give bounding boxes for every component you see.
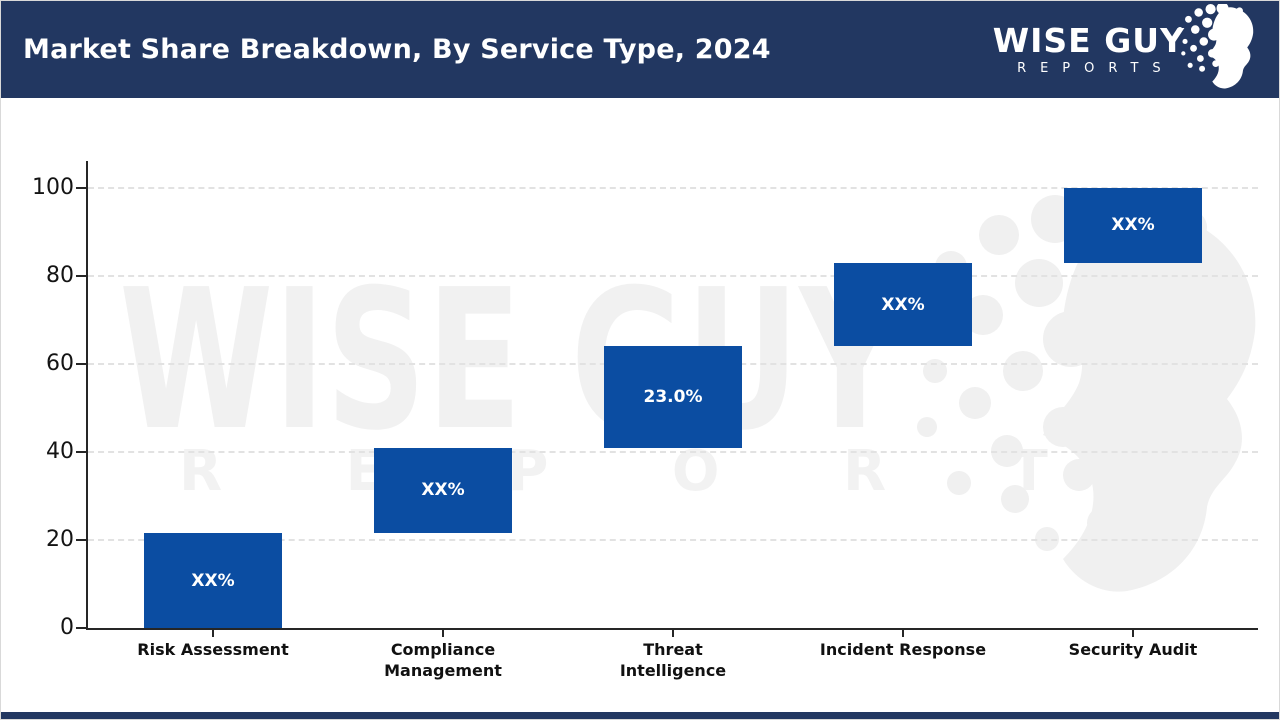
y-tick-40 <box>76 451 88 453</box>
y-tick-80 <box>76 275 88 277</box>
page-title: Market Share Breakdown, By Service Type,… <box>23 34 771 65</box>
bar-value-label: 23.0% <box>643 386 703 407</box>
x-tick-2 <box>672 628 674 637</box>
x-category-label-compliance-management: Compliance Management <box>384 640 502 680</box>
footer-bar <box>1 712 1279 719</box>
bar-value-label: XX% <box>191 570 235 591</box>
gridline-100 <box>88 187 1258 189</box>
logo-text: WISE GUY REPORTS <box>992 20 1185 76</box>
logo-subtitle: REPORTS <box>1017 60 1175 76</box>
y-tick-label-80: 80 <box>46 263 74 288</box>
gridline-80 <box>88 275 1258 277</box>
bar-threat-intelligence: 23.0% <box>604 346 742 448</box>
x-tick-1 <box>442 628 444 637</box>
x-category-label-security-audit: Security Audit <box>1068 640 1198 659</box>
x-tick-4 <box>1132 628 1134 637</box>
y-tick-100 <box>76 187 88 189</box>
gridline-20 <box>88 539 1258 541</box>
watermark-text-line2: R E P O R T S <box>179 439 1264 504</box>
gridline-40 <box>88 451 1258 453</box>
header-bar: Market Share Breakdown, By Service Type,… <box>1 1 1279 98</box>
bar-value-label: XX% <box>421 480 465 501</box>
x-tick-0 <box>212 628 214 637</box>
bar-risk-assessment: XX% <box>144 533 282 628</box>
wise-guy-reports-logo: WISE GUY REPORTS <box>992 3 1257 96</box>
bar-value-label: XX% <box>1111 215 1155 236</box>
y-tick-label-100: 100 <box>32 175 74 200</box>
y-tick-label-20: 20 <box>46 527 74 552</box>
bar-value-label: XX% <box>881 294 925 315</box>
y-tick-20 <box>76 539 88 541</box>
x-category-label-threat-intelligence: Threat Intelligence <box>619 640 727 680</box>
y-tick-label-40: 40 <box>46 439 74 464</box>
plot-area: 0 20 40 60 80 100 XX% Risk Assessment XX% Complia… <box>32 161 1258 680</box>
logo-face-icon <box>1177 3 1254 88</box>
logo-wordmark: WISE GUY <box>992 20 1185 60</box>
y-tick-label-60: 60 <box>46 351 74 376</box>
bar-compliance-management: XX% <box>374 447 512 534</box>
x-tick-3 <box>902 628 904 637</box>
y-tick-0 <box>76 627 88 629</box>
watermark-text-line1: WISE GUY <box>119 249 901 474</box>
x-category-label-incident-response: Incident Response <box>819 640 987 659</box>
x-category-label-risk-assessment: Risk Assessment <box>137 640 289 659</box>
y-tick-label-0: 0 <box>60 615 74 640</box>
bar-incident-response: XX% <box>834 262 972 347</box>
bar-security-audit: XX% <box>1064 188 1202 263</box>
y-tick-60 <box>76 363 88 365</box>
